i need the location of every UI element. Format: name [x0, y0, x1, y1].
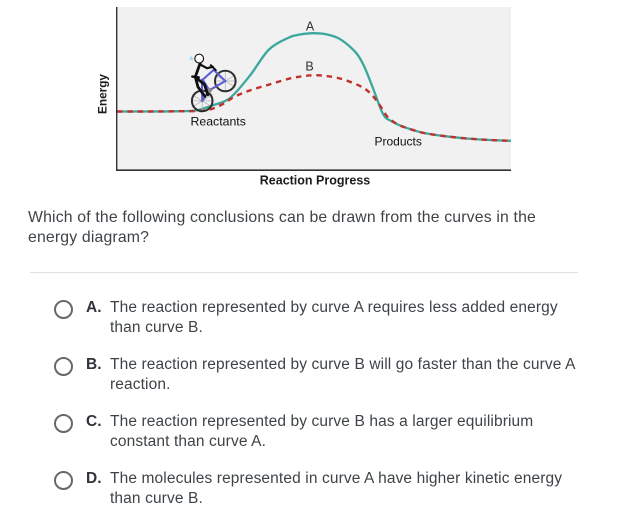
svg-text:Reactants: Reactants: [191, 115, 246, 129]
svg-text:A: A: [306, 20, 315, 34]
svg-text:Energy: Energy: [96, 74, 110, 114]
svg-text:Products: Products: [375, 135, 422, 149]
svg-text:Reaction Progress: Reaction Progress: [260, 174, 371, 188]
svg-text:B: B: [305, 59, 313, 73]
